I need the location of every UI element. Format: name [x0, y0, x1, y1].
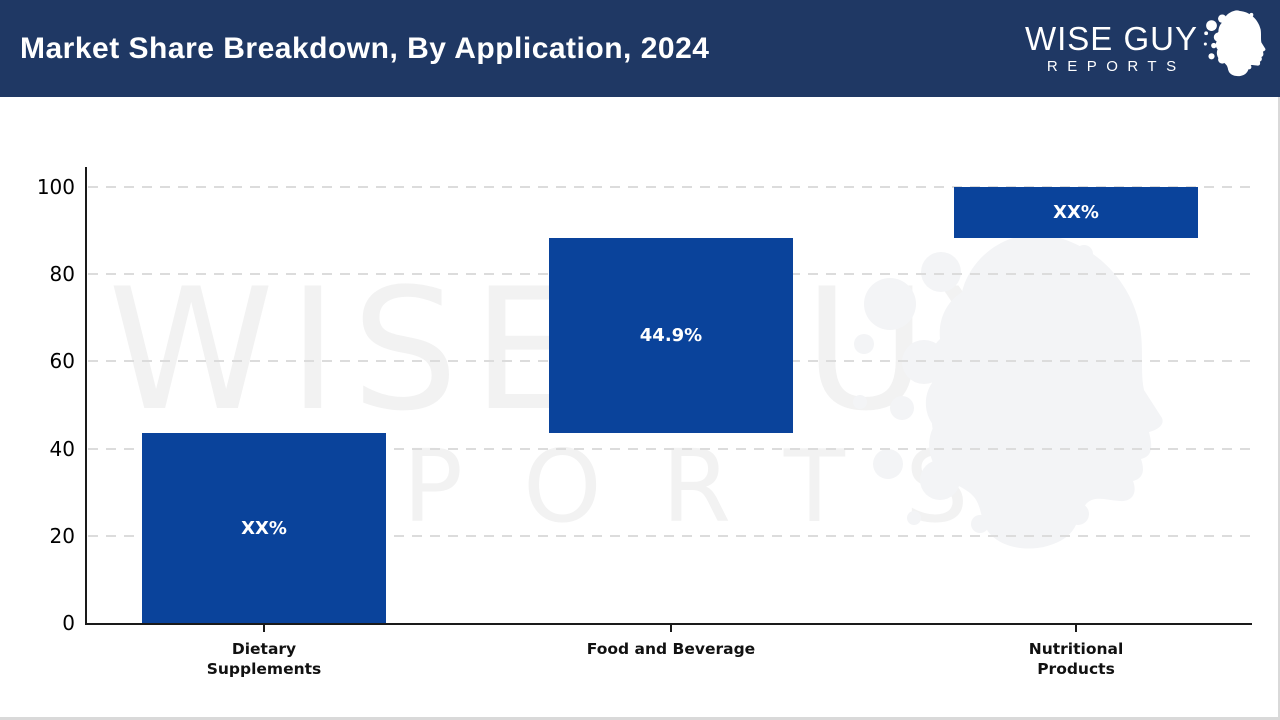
x-axis-tick-2: [1075, 625, 1077, 632]
x-axis-label-1: Food and Beverage: [586, 640, 756, 658]
gridline-20: [88, 534, 1252, 537]
x-axis-label-0: Dietary Supplements: [206, 640, 322, 678]
y-axis-tick-20: 20: [49, 523, 75, 548]
header-banner: Market Share Breakdown, By Application, …: [0, 0, 1280, 97]
x-axis-tick-1: [670, 625, 672, 632]
logo-subtitle: REPORTS: [1046, 58, 1186, 75]
bar-food-and-beverage: 44.9%: [549, 237, 793, 434]
x-axis-tick-0: [263, 625, 265, 632]
bar-chart: 0 20 40 60 80 100 XX% Dietary Supplements 44.9% F…: [0, 97, 1280, 717]
logo-text: WISE GUY REPORTS: [1024, 20, 1198, 76]
gridline-40: [88, 447, 1252, 450]
y-axis-tick-60: 60: [49, 349, 75, 374]
bar-value-label: XX%: [241, 517, 287, 539]
y-axis-tick-100: 100: [36, 175, 75, 199]
dotted-head-profile-watermark-icon: [853, 234, 1163, 549]
gridline-100: [88, 186, 1252, 188]
bar-nutritional-products: XX%: [954, 187, 1198, 238]
y-axis-line: [85, 167, 87, 625]
logo-wordmark: WISE GUY: [1024, 20, 1198, 57]
dotted-head-profile-icon: [1203, 9, 1266, 76]
page-title: Market Share Breakdown, By Application, …: [20, 31, 710, 65]
bar-dietary-supplements: XX%: [142, 433, 386, 623]
y-axis-tick-40: 40: [49, 436, 75, 461]
y-axis-tick-0: 0: [62, 611, 75, 635]
bar-value-label: 44.9%: [639, 324, 703, 346]
bar-value-label: XX%: [1053, 201, 1099, 223]
x-axis-line: [85, 623, 1252, 625]
wise-guy-reports-logo: WISE GUY REPORTS: [1024, 9, 1266, 88]
x-axis-label-2: Nutritional Products: [1028, 640, 1124, 678]
y-axis-tick-80: 80: [49, 262, 75, 287]
